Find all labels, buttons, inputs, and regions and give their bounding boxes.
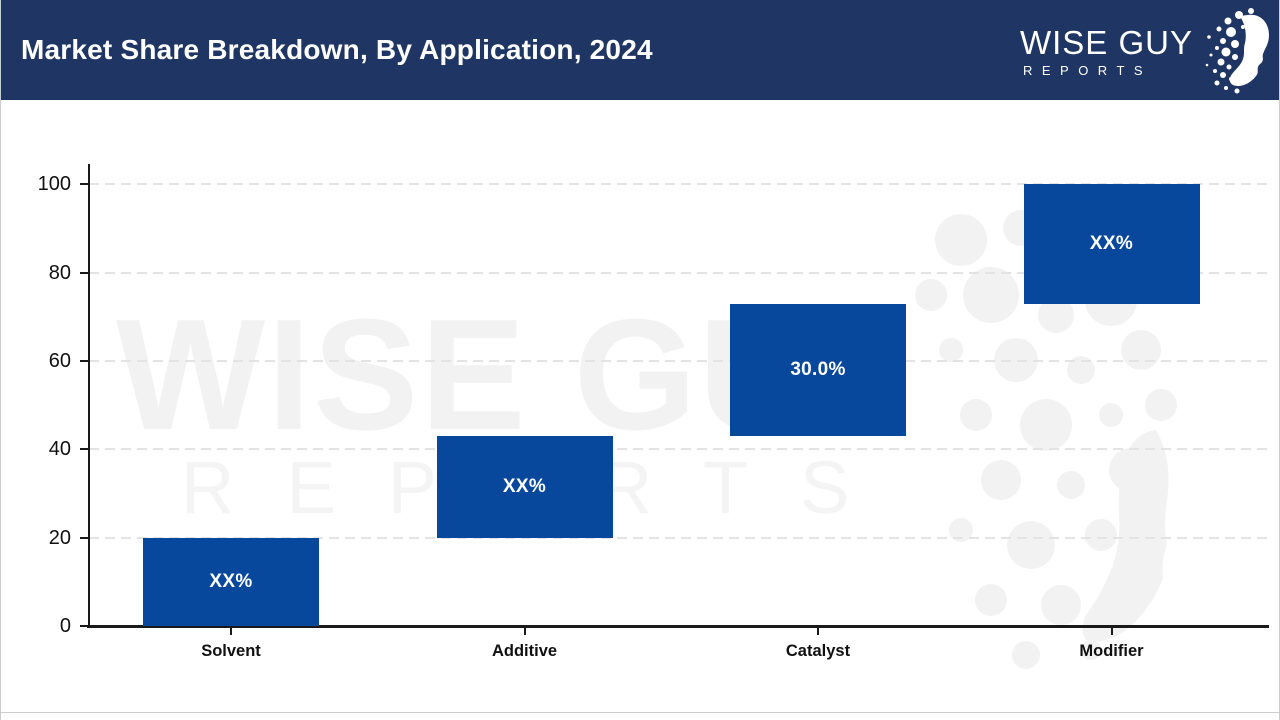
y-axis-tick <box>80 183 88 186</box>
brand-subtitle: REPORTS <box>1022 63 1153 78</box>
gridline-y100 <box>89 183 1269 186</box>
chart-title: Market Share Breakdown, By Application, … <box>21 34 653 65</box>
chart-canvas: WISE GU REPORTS 020 <box>1 100 1279 713</box>
bar-value-label: XX% <box>502 475 547 497</box>
y-axis-tick <box>80 271 88 274</box>
x-axis-line <box>87 625 1269 628</box>
x-axis-tick <box>817 626 819 635</box>
y-axis-tick <box>80 625 88 627</box>
y-axis-tick <box>80 448 88 451</box>
x-axis-category-label: Modifier <box>1079 642 1144 660</box>
bar-value-label: 30.0% <box>790 358 846 380</box>
x-axis-category-label: Additive <box>491 642 558 660</box>
dotted-face-icon <box>1205 8 1269 94</box>
brand-name: WISE GUY <box>1019 24 1193 61</box>
x-axis-category-label: Solvent <box>201 642 261 660</box>
bar-solvent: XX% <box>143 537 319 626</box>
y-axis-line <box>88 164 90 627</box>
bar-catalyst: 30.0% <box>730 303 906 437</box>
y-axis-tick-label: 40 <box>48 438 71 461</box>
header-bar: Market Share Breakdown, By Application, … <box>1 0 1279 100</box>
brand-logo-text: WISE GUY REPORTS <box>1019 24 1193 79</box>
bar-modifier: XX% <box>1023 184 1200 304</box>
bar-value-label: XX% <box>209 570 253 592</box>
y-axis-tick <box>80 359 88 362</box>
x-axis-category-label: Catalyst <box>785 642 851 660</box>
y-axis-tick-label: 80 <box>48 261 71 284</box>
gridline-y60 <box>89 359 1269 362</box>
x-axis-tick <box>1110 626 1113 635</box>
gridline-y80 <box>89 271 1269 274</box>
x-axis-tick <box>230 626 232 635</box>
y-axis-tick-label: 60 <box>48 349 71 372</box>
y-axis-tick-label: 100 <box>37 173 71 196</box>
y-axis-tick-label: 0 <box>59 615 71 637</box>
gridline-y20 <box>89 536 1269 539</box>
brand-logo: WISE GUY REPORTS <box>1020 6 1271 98</box>
y-axis-tick-label: 20 <box>48 526 71 549</box>
gridline-y40 <box>89 448 1269 451</box>
x-axis-tick <box>523 626 526 635</box>
bar-value-label: XX% <box>1089 232 1134 254</box>
y-axis-tick <box>80 536 88 539</box>
bar-additive: XX% <box>436 436 613 538</box>
